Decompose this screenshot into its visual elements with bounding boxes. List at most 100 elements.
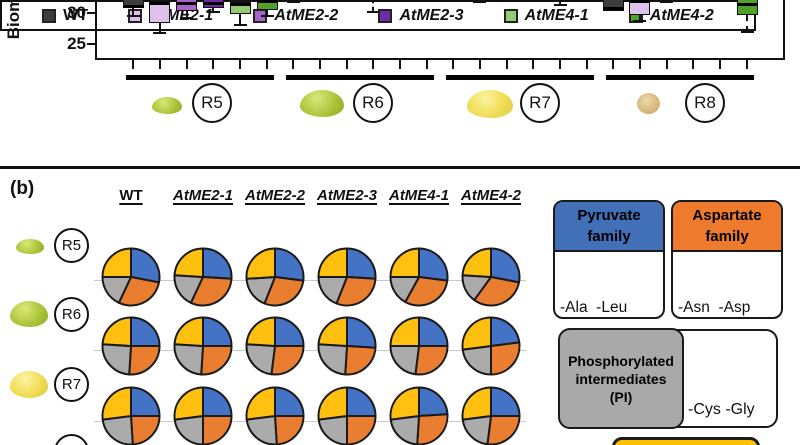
seed-image-row-r6	[10, 301, 48, 327]
whisker-cap-R8-AtME2-2	[660, 0, 674, 3]
whisker-stem-R7-AtME4-1	[559, 0, 562, 5]
x-axis-tick	[452, 60, 454, 69]
legend-swatch-atme2-3	[378, 8, 393, 23]
whisker-cap-R5-AtME2-2	[180, 16, 194, 19]
group-bar-R7	[446, 75, 594, 80]
pyruvate-family-items: -Ala -Leu -Val -½Ile -½Lys	[555, 252, 663, 317]
pie-slice-Glutamate family	[461, 247, 492, 278]
aspartate-title-line2: family	[705, 228, 749, 245]
x-axis-tick	[746, 60, 748, 69]
pie-slice-Aspartate family	[490, 341, 521, 376]
pie-slice-Pyruvate family	[418, 316, 449, 347]
pie-slice-Aspartate family	[117, 276, 160, 307]
pie-slice-Glutamate family	[389, 247, 420, 278]
phosphorylated-intermediates-box: Phosphorylated intermediates (PI)	[558, 328, 684, 429]
legend-label-atme4-2: AtME4-2	[649, 6, 714, 24]
whisker-cap-R6-AtME4-1	[393, 0, 407, 3]
pie-R6-AtME2-1	[173, 316, 233, 376]
pie-slice-Aspartate family	[263, 276, 305, 307]
boxplot-median-R5-AtME2-2	[176, 2, 198, 6]
legend-label-wt: WT	[63, 6, 89, 24]
pyruvate-family-header: Pyruvate family	[555, 202, 663, 252]
pie-slice-Glutamate family	[461, 386, 492, 421]
pie-R7-AtME2-1	[173, 386, 233, 445]
row-separator	[94, 350, 526, 351]
x-axis-tick	[185, 60, 188, 69]
pie-R6-AtME2-2	[245, 316, 305, 376]
pie-slice-Phosphorylated intermediates (PI)	[173, 343, 204, 376]
whisker-cap-R8-AtME2-1	[633, 20, 647, 23]
group-bar-R5	[126, 75, 274, 80]
whisker-cap-R5-AtME2-3	[206, 10, 220, 13]
pie-slice-Glutamate family	[173, 386, 204, 421]
whisker-cap-R7-AtME2-1	[473, 0, 487, 3]
pie-slice-Phosphorylated intermediates (PI)	[245, 415, 278, 445]
pie-slice-Phosphorylated intermediates (PI)	[101, 343, 132, 376]
seed-image-row-r7	[10, 371, 48, 398]
pie-slice-Glutamate family	[245, 316, 276, 347]
row-label-r5: R5	[61, 237, 82, 254]
boxplot-median-R5-AtME4-1	[229, 3, 251, 7]
pie-slice-Phosphorylated intermediates (PI)	[317, 415, 348, 445]
legend-item-wt: WT	[42, 7, 88, 25]
row-badge-r5: R5	[54, 228, 89, 263]
pie-R5-WT	[101, 247, 161, 307]
pie-slice-Aspartate family	[344, 345, 377, 376]
pie-slice-Phosphorylated intermediates (PI)	[101, 415, 134, 445]
x-axis-tick	[212, 60, 215, 69]
pyruvate-title-line1: Pyruvate	[577, 207, 641, 224]
pie-slice-Phosphorylated intermediates (PI)	[461, 345, 492, 376]
stage-badge-r5: R5	[192, 83, 232, 123]
pie-R7-AtME2-3	[317, 386, 377, 445]
legend-label-atme2-3: AtME2-3	[399, 6, 464, 24]
pie-slice-Glutamate family	[317, 316, 348, 347]
legend-swatch-wt	[42, 8, 57, 23]
row-separator	[94, 280, 526, 281]
x-axis-tick	[318, 60, 321, 69]
pie-slice-Glutamate family	[317, 386, 348, 421]
pie-slice-Glutamate family	[173, 316, 204, 347]
pie-slice-Glutamate family	[245, 386, 276, 421]
seed-image-row-r5	[16, 239, 44, 254]
legend-item-atme2-3: AtME2-3	[378, 7, 463, 25]
pie-slice-Glutamate family	[461, 316, 492, 351]
x-axis-tick	[132, 60, 134, 69]
stage-badge-r7: R7	[520, 83, 560, 123]
pie-slice-Aspartate family	[414, 345, 449, 376]
pie-slice-Pyruvate family	[346, 247, 377, 280]
pie-slice-Pyruvate family	[346, 316, 377, 349]
seed-image-r8	[637, 93, 660, 114]
pie-R6-AtME4-1	[389, 316, 449, 376]
pie-slice-Aspartate family	[335, 276, 377, 307]
x-axis-tick	[399, 60, 402, 69]
pie-slice-Pyruvate family	[274, 386, 305, 417]
row-separator	[94, 421, 526, 422]
boxplot-box-R8-AtME4-2	[736, 0, 758, 16]
pie-slice-Pyruvate family	[274, 316, 305, 347]
aspartate-title-line1: Aspartate	[692, 207, 762, 224]
column-header-atme2-3: AtME2-3	[316, 187, 377, 204]
row-label-r6: R6	[61, 306, 82, 323]
pie-slice-Aspartate family	[473, 276, 520, 307]
pie-slice-Aspartate family	[128, 345, 161, 376]
aspartate-family-header: Aspartate family	[673, 202, 781, 252]
whisker-cap-R5-WT	[126, 15, 140, 18]
pie-slice-Pyruvate family	[202, 247, 233, 280]
x-axis-tick	[586, 60, 588, 69]
aspartate-item-1: -Asn -Asp	[678, 299, 751, 316]
row-badge-r7: R7	[54, 367, 89, 402]
x-axis-tick	[478, 60, 481, 69]
x-axis-tick	[239, 60, 242, 69]
pi-title-line1: Phosphorylated	[568, 352, 674, 369]
pie-R6-AtME2-3	[317, 316, 377, 376]
glutamate-family-box: Glutamate	[612, 437, 760, 445]
column-header-atme4-1: AtME4-1	[388, 187, 449, 204]
x-axis-tick	[292, 60, 294, 69]
pie-slice-Glutamate family	[317, 247, 348, 278]
whisker-stem-R5-AtME4-2	[266, 9, 268, 17]
pie-slice-Phosphorylated intermediates (PI)	[173, 415, 204, 445]
pie-slice-Phosphorylated intermediates (PI)	[317, 343, 348, 376]
stage-badge-r6: R6	[353, 83, 393, 123]
stage-label-r7: R7	[529, 93, 551, 112]
pie-slice-Pyruvate family	[202, 316, 233, 347]
